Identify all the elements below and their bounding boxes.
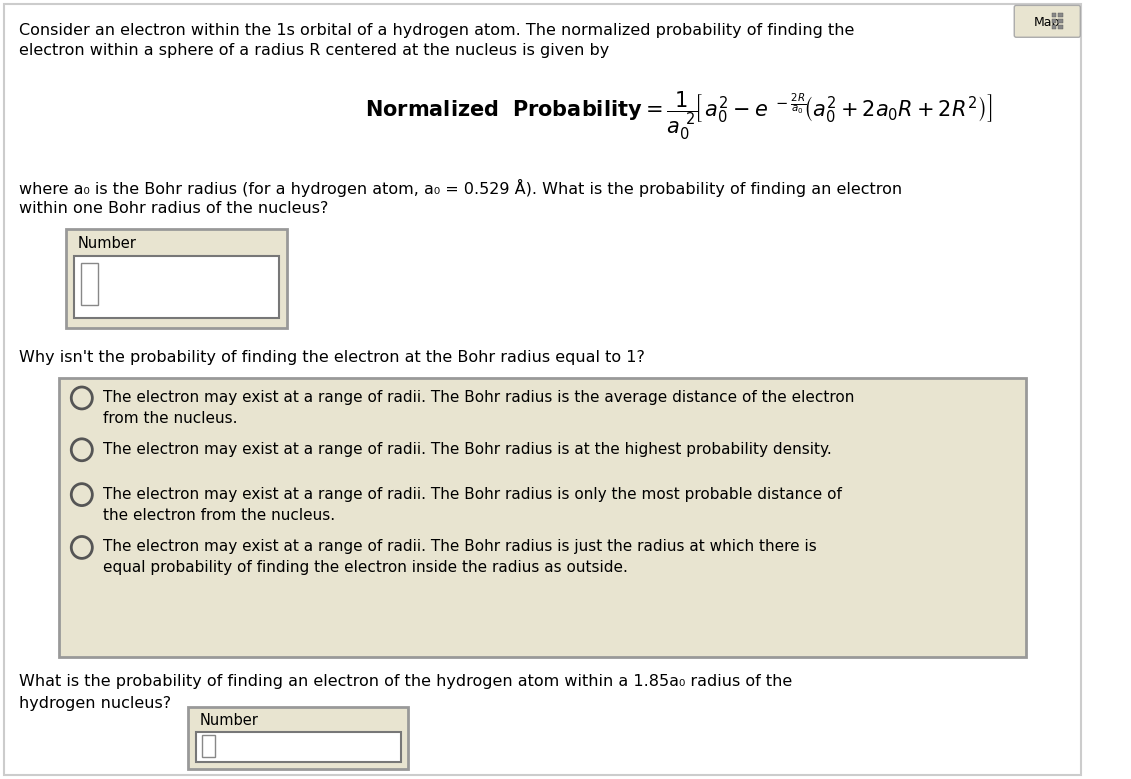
FancyBboxPatch shape <box>1052 13 1056 17</box>
Text: hydrogen nucleus?: hydrogen nucleus? <box>18 696 171 711</box>
Text: The electron may exist at a range of radii. The Bohr radius is the average dista: The electron may exist at a range of rad… <box>103 390 854 426</box>
FancyBboxPatch shape <box>1059 13 1063 17</box>
FancyBboxPatch shape <box>1015 5 1080 37</box>
Text: Number: Number <box>199 713 258 728</box>
FancyBboxPatch shape <box>1052 19 1056 23</box>
Text: Number: Number <box>78 235 137 251</box>
FancyBboxPatch shape <box>1059 19 1063 23</box>
Text: Why isn't the probability of finding the electron at the Bohr radius equal to 1?: Why isn't the probability of finding the… <box>18 350 645 365</box>
Text: What is the probability of finding an electron of the hydrogen atom within a 1.8: What is the probability of finding an el… <box>18 674 792 689</box>
Text: $\mathbf{Normalized\ \ Probability} = \dfrac{1}{a_0^{\ 2}}\!\left[\,a_0^2 - e^{\: $\mathbf{Normalized\ \ Probability} = \d… <box>365 90 993 142</box>
FancyBboxPatch shape <box>75 256 279 319</box>
Text: where a₀ is the Bohr radius (for a hydrogen atom, a₀ = 0.529 Å). What is the pro: where a₀ is the Bohr radius (for a hydro… <box>18 178 901 197</box>
Text: The electron may exist at a range of radii. The Bohr radius is just the radius a: The electron may exist at a range of rad… <box>103 540 817 576</box>
Text: within one Bohr radius of the nucleus?: within one Bohr radius of the nucleus? <box>18 201 328 216</box>
Text: The electron may exist at a range of radii. The Bohr radius is only the most pro: The electron may exist at a range of rad… <box>103 487 841 523</box>
FancyBboxPatch shape <box>188 707 408 769</box>
Text: Consider an electron within the 1s orbital of a hydrogen atom. The normalized pr: Consider an electron within the 1s orbit… <box>18 23 854 38</box>
FancyBboxPatch shape <box>59 378 1026 657</box>
Text: The electron may exist at a range of radii. The Bohr radius is at the highest pr: The electron may exist at a range of rad… <box>103 442 831 456</box>
FancyBboxPatch shape <box>196 731 400 762</box>
Text: electron within a sphere of a radius R centered at the nucleus is given by: electron within a sphere of a radius R c… <box>18 44 608 58</box>
Text: Map: Map <box>1034 16 1060 29</box>
FancyBboxPatch shape <box>1052 25 1056 30</box>
FancyBboxPatch shape <box>67 228 286 328</box>
FancyBboxPatch shape <box>1059 25 1063 30</box>
